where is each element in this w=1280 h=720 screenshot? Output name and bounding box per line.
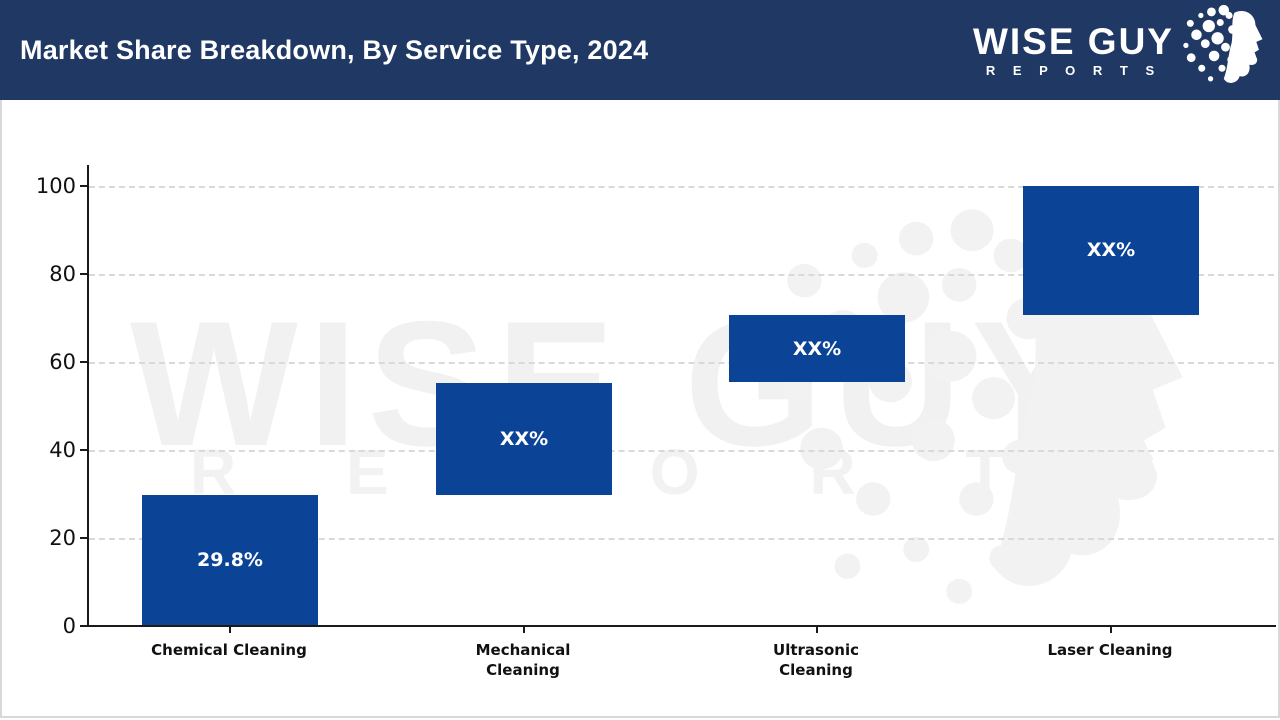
- y-tick-label-20: 20: [49, 526, 76, 550]
- x-tick-mark: [523, 627, 525, 633]
- bar-ultrasonic-cleaning: XX%: [729, 314, 905, 383]
- y-tick-label-0: 0: [62, 614, 76, 638]
- wiseguy-logo-text: WISE GUY R E P O R T S: [973, 23, 1174, 77]
- wiseguy-face-icon: [1178, 4, 1266, 97]
- wiseguy-logo-subtitle: R E P O R T S: [985, 63, 1162, 78]
- bar-chemical-cleaning: 29.8%: [142, 494, 318, 626]
- y-tick-mark: [80, 537, 87, 539]
- x-tick-mark: [816, 627, 818, 633]
- y-tick-mark: [80, 273, 87, 275]
- wiseguy-logo: WISE GUY R E P O R T S: [973, 4, 1266, 97]
- x-category-label-chemical: Chemical Cleaning: [151, 641, 307, 659]
- y-tick-mark: [80, 449, 87, 451]
- y-tick-mark: [80, 361, 87, 363]
- page-title: Market Share Breakdown, By Service Type,…: [20, 34, 649, 65]
- gridline-40: [89, 450, 1274, 452]
- y-tick-mark: [80, 625, 87, 627]
- y-tick-label-80: 80: [49, 262, 76, 286]
- x-category-label-laser: Laser Cleaning: [1047, 641, 1173, 659]
- watermark-face-icon: [770, 205, 1200, 630]
- bar-value-label: XX%: [792, 337, 842, 360]
- bar-mechanical-cleaning: XX%: [436, 382, 612, 495]
- gridline-20: [89, 538, 1274, 540]
- header-bar: Market Share Breakdown, By Service Type,…: [0, 0, 1280, 100]
- bar-value-label: 29.8%: [197, 549, 263, 572]
- y-tick-label-100: 100: [35, 174, 76, 198]
- x-category-label-mechanical: Mechanical Cleaning: [475, 641, 571, 680]
- gridline-80: [89, 274, 1274, 276]
- bar-value-label: XX%: [499, 427, 549, 450]
- x-axis-line: [87, 625, 1276, 627]
- x-category-label-ultrasonic: Ultrasonic Cleaning: [773, 641, 859, 680]
- y-tick-label-40: 40: [49, 438, 76, 462]
- wiseguy-logo-brand: WISE GUY: [972, 21, 1174, 62]
- gridline-60: [89, 362, 1274, 364]
- bar-value-label: XX%: [1086, 239, 1136, 262]
- bar-laser-cleaning: XX%: [1023, 186, 1199, 315]
- x-tick-mark: [1110, 627, 1112, 633]
- gridline-100: [89, 186, 1274, 188]
- y-tick-label-60: 60: [49, 350, 76, 374]
- x-tick-mark: [229, 627, 231, 633]
- y-axis-line: [87, 165, 89, 626]
- y-tick-mark: [80, 185, 87, 187]
